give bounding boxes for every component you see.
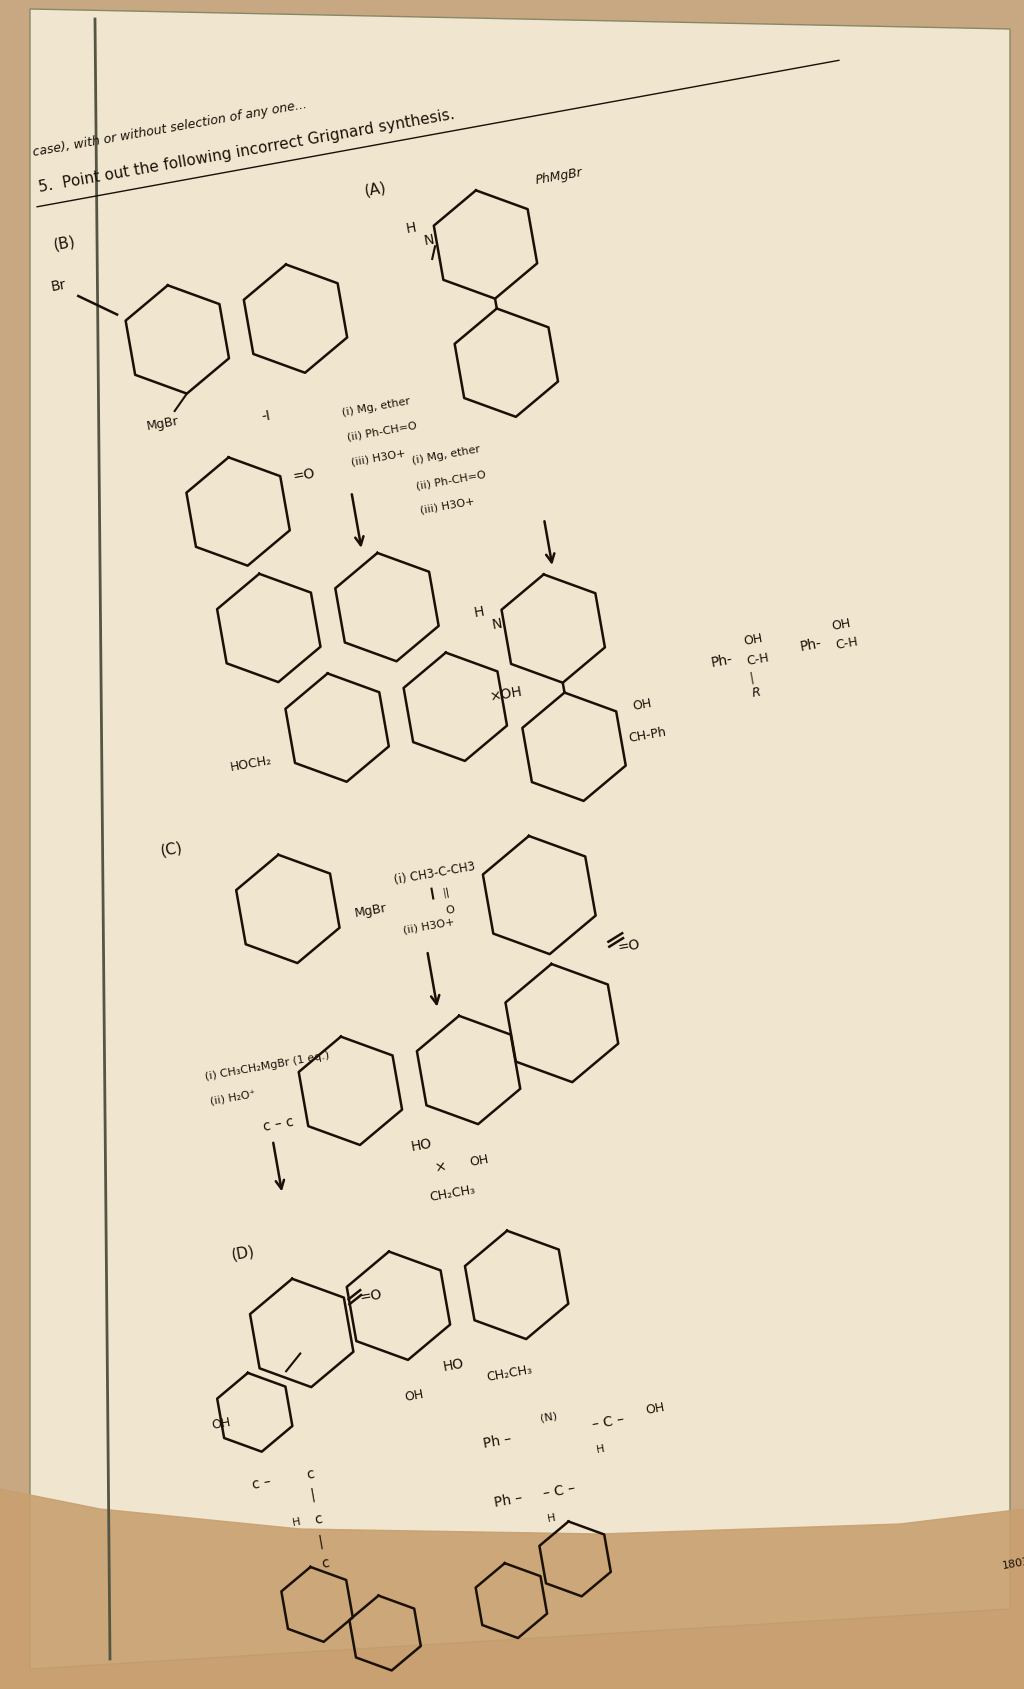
Text: C-H: C-H xyxy=(745,650,770,667)
Text: H: H xyxy=(547,1512,557,1523)
Text: Ph-: Ph- xyxy=(710,652,734,669)
Text: CH-Ph: CH-Ph xyxy=(627,725,667,745)
Text: Ph –: Ph – xyxy=(482,1431,513,1451)
Text: MgBr: MgBr xyxy=(353,900,388,919)
Text: (A): (A) xyxy=(362,179,387,198)
Text: c: c xyxy=(313,1510,323,1525)
Text: N: N xyxy=(490,616,503,632)
Text: H: H xyxy=(292,1517,302,1527)
Text: OH: OH xyxy=(742,632,763,649)
Text: (ii) Ph-CH=O: (ii) Ph-CH=O xyxy=(346,421,417,443)
Text: Ph –: Ph – xyxy=(493,1490,523,1510)
Text: (ii) Ph-CH=O: (ii) Ph-CH=O xyxy=(416,470,486,491)
Text: c – c: c – c xyxy=(262,1115,295,1133)
Text: OH: OH xyxy=(830,616,852,632)
Text: (iii) H3O+: (iii) H3O+ xyxy=(350,448,407,466)
Text: – C –: – C – xyxy=(591,1412,625,1431)
Text: ×: × xyxy=(434,1159,447,1174)
Text: Br: Br xyxy=(50,277,68,294)
Text: case), with or without selection of any one...: case), with or without selection of any … xyxy=(32,98,307,159)
Text: (C): (C) xyxy=(160,839,184,858)
Text: =O: =O xyxy=(616,937,641,954)
Text: |: | xyxy=(316,1534,324,1549)
Text: (i) Mg, ether: (i) Mg, ether xyxy=(342,395,412,417)
Text: -I: -I xyxy=(261,409,271,424)
Text: OH: OH xyxy=(644,1400,666,1415)
Text: HOCH₂: HOCH₂ xyxy=(229,753,273,774)
Text: OH: OH xyxy=(210,1415,231,1432)
Text: HO: HO xyxy=(410,1137,433,1154)
Text: N: N xyxy=(423,233,435,248)
Text: OH: OH xyxy=(403,1387,424,1402)
Text: OH: OH xyxy=(468,1152,489,1167)
Text: Ph-: Ph- xyxy=(799,635,823,654)
Text: ×OH: ×OH xyxy=(487,684,522,703)
Text: 5.  Point out the following incorrect Grignard synthesis.: 5. Point out the following incorrect Gri… xyxy=(37,106,456,194)
Text: c –: c – xyxy=(251,1474,272,1491)
Text: H: H xyxy=(595,1442,605,1454)
Text: c: c xyxy=(321,1556,331,1569)
Text: (ii) H₂O⁺: (ii) H₂O⁺ xyxy=(209,1088,256,1106)
Text: (i) CH₃CH₂MgBr (1 eq.): (i) CH₃CH₂MgBr (1 eq.) xyxy=(205,1049,331,1081)
Text: (i) CH3-C-CH3: (i) CH3-C-CH3 xyxy=(393,860,476,887)
Text: |: | xyxy=(749,671,755,684)
Text: |: | xyxy=(308,1486,315,1502)
Text: ||: || xyxy=(441,887,451,897)
Text: c: c xyxy=(305,1466,315,1481)
Text: (iii) H3O+: (iii) H3O+ xyxy=(420,497,476,515)
Polygon shape xyxy=(30,10,1010,1669)
Text: =O: =O xyxy=(292,466,316,485)
Text: R: R xyxy=(752,686,762,699)
Text: O: O xyxy=(444,904,455,915)
Text: 1803C-IA1010: 1803C-IA1010 xyxy=(1001,1545,1024,1569)
Text: =O: =O xyxy=(358,1287,383,1304)
Text: C-H: C-H xyxy=(835,635,859,652)
Text: MgBr: MgBr xyxy=(145,415,180,432)
Text: CH₂CH₃: CH₂CH₃ xyxy=(486,1361,534,1383)
Text: (B): (B) xyxy=(52,235,77,253)
Text: (ii) H3O+: (ii) H3O+ xyxy=(402,915,456,934)
Text: (D): (D) xyxy=(230,1243,256,1262)
Text: OH: OH xyxy=(632,698,653,713)
Text: HO: HO xyxy=(441,1356,465,1373)
Text: H: H xyxy=(406,220,418,236)
Text: (i) Mg, ether: (i) Mg, ether xyxy=(411,444,480,466)
Text: CH₂CH₃: CH₂CH₃ xyxy=(429,1182,476,1203)
Text: – C –: – C – xyxy=(542,1481,577,1500)
Text: PhMgBr: PhMgBr xyxy=(534,166,584,187)
Text: H: H xyxy=(473,605,485,620)
Text: (N): (N) xyxy=(540,1410,558,1422)
